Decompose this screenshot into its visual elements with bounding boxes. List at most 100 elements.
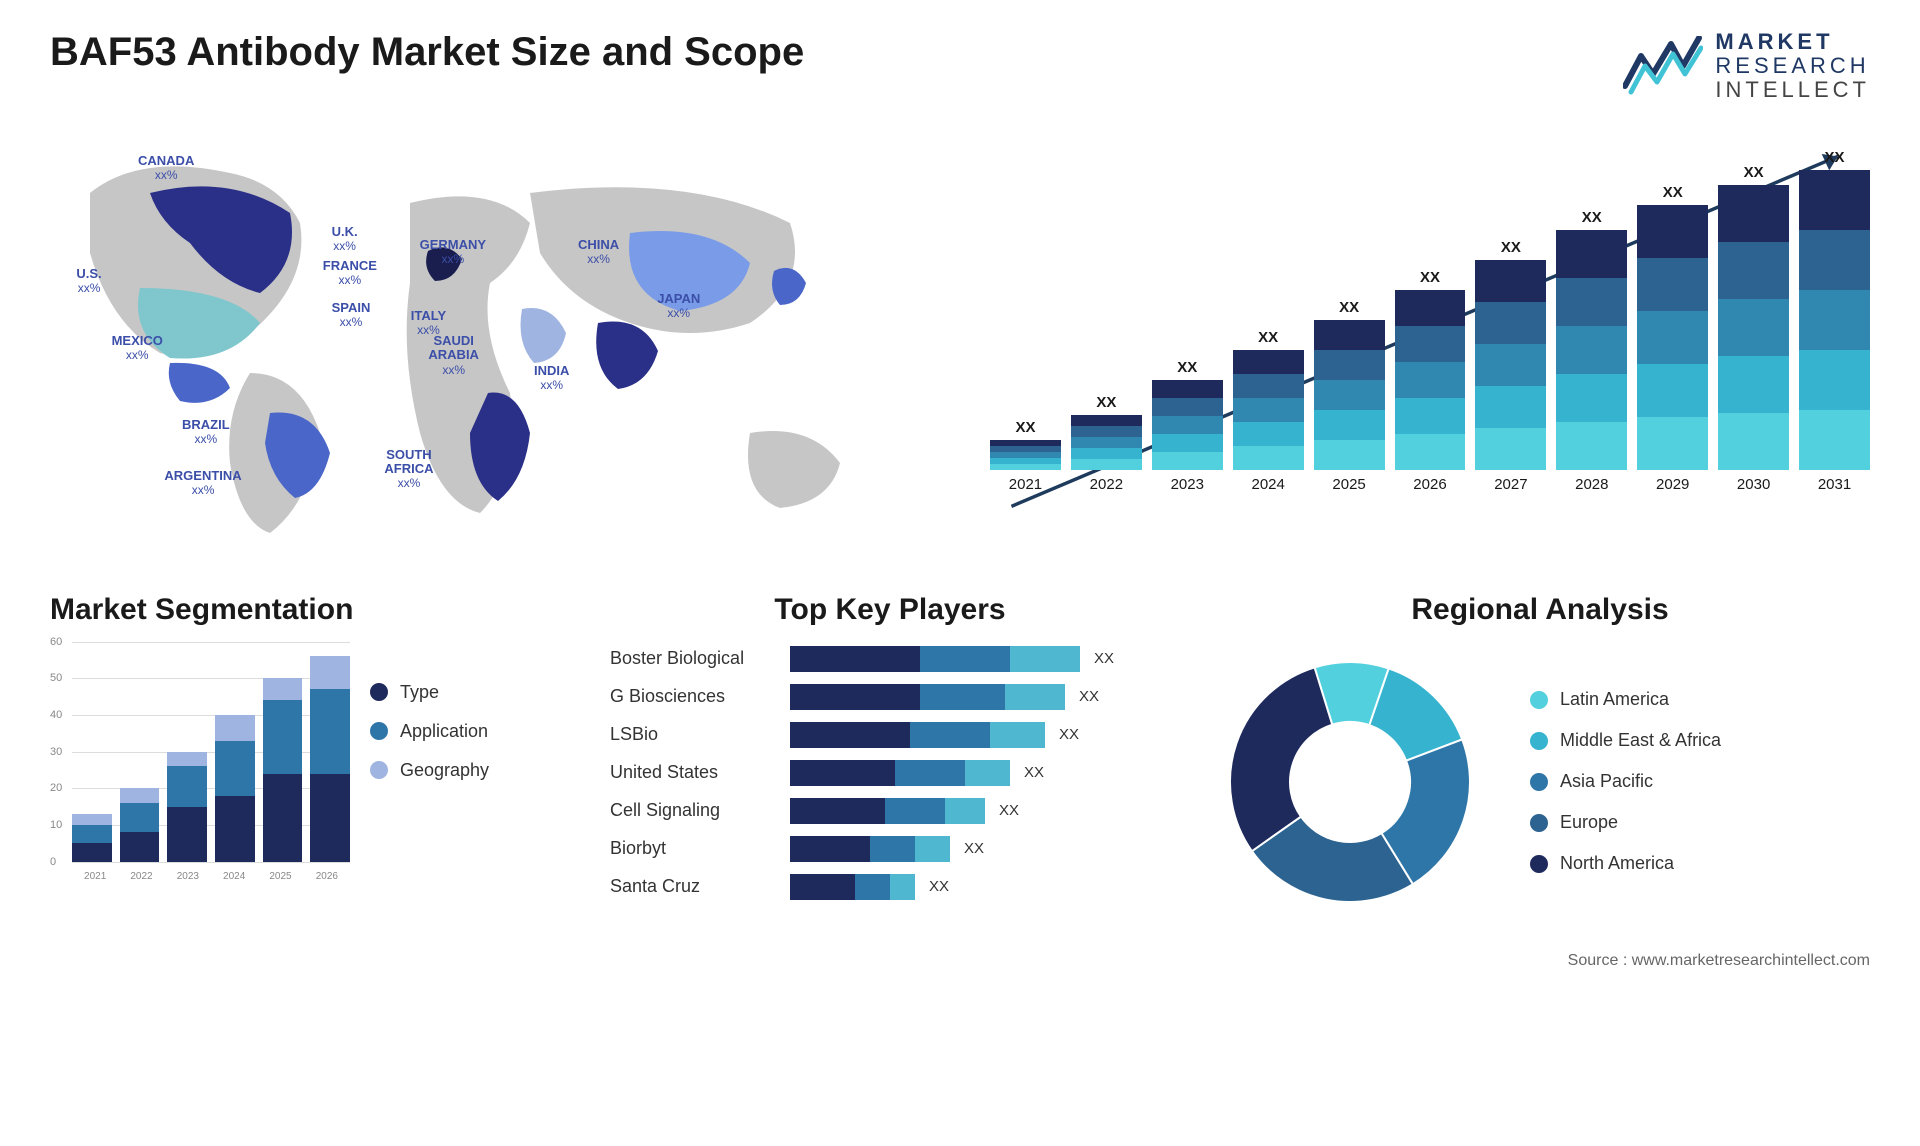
seg-bar	[72, 814, 112, 862]
growth-bar: XX2025	[1314, 299, 1385, 493]
map-label: SAUDIARABIAxx%	[428, 334, 479, 377]
legend-label: Type	[400, 682, 439, 703]
map-label: FRANCExx%	[323, 259, 377, 288]
map-region-japan	[772, 267, 806, 304]
legend-label: Latin America	[1560, 689, 1669, 710]
seg-year-label: 2025	[261, 871, 301, 882]
legend-item: Geography	[370, 760, 489, 781]
legend-swatch	[1530, 814, 1548, 832]
legend-label: Middle East & Africa	[1560, 730, 1721, 751]
seg-year-label: 2023	[168, 871, 208, 882]
growth-bar-label: XX	[1015, 419, 1035, 436]
player-value: XX	[1059, 726, 1079, 743]
players-panel: Top Key Players Boster BiologicalXXG Bio…	[610, 593, 1170, 922]
seg-year-label: 2021	[75, 871, 115, 882]
growth-bar: XX2029	[1637, 184, 1708, 493]
growth-bar-label: XX	[1096, 394, 1116, 411]
growth-bar-label: XX	[1582, 209, 1602, 226]
growth-bar: XX2026	[1395, 269, 1466, 493]
player-value: XX	[929, 878, 949, 895]
map-label: MEXICOxx%	[112, 334, 163, 363]
map-label: CHINAxx%	[578, 238, 619, 267]
player-row: BiorbytXX	[610, 832, 1170, 866]
map-label: ARGENTINAxx%	[164, 469, 241, 498]
growth-bar: XX 2028	[1556, 209, 1627, 493]
map-region-mexico	[169, 362, 230, 402]
growth-bar-label: XX	[1420, 269, 1440, 286]
growth-bar-label: XX	[1339, 299, 1359, 316]
growth-bar-label: XX	[1825, 149, 1845, 166]
player-row: G Biosciences XX	[610, 680, 1170, 714]
segmentation-legend: TypeApplicationGeography	[370, 642, 489, 882]
legend-swatch	[1530, 773, 1548, 791]
growth-year-label: 2024	[1251, 476, 1284, 493]
legend-item: Europe	[1530, 812, 1721, 833]
source-footer: Source : www.marketresearchintellect.com	[50, 952, 1870, 970]
seg-year-label: 2026	[307, 871, 347, 882]
donut-slice	[1230, 667, 1332, 851]
legend-swatch	[1530, 855, 1548, 873]
legend-label: Europe	[1560, 812, 1618, 833]
player-row: Santa CruzXX	[610, 870, 1170, 904]
growth-year-label: 2027	[1494, 476, 1527, 493]
legend-label: North America	[1560, 853, 1674, 874]
map-region-saudi	[521, 308, 567, 363]
legend-label: Geography	[400, 760, 489, 781]
seg-bar	[310, 656, 350, 861]
player-value: XX	[1079, 688, 1099, 705]
legend-swatch	[370, 683, 388, 701]
page-title: BAF53 Antibody Market Size and Scope	[50, 30, 804, 75]
growth-bar-label: XX	[1501, 239, 1521, 256]
growth-bar: XX 2022	[1071, 394, 1142, 493]
map-label: CANADAxx%	[138, 154, 194, 183]
growth-year-label: 2028	[1575, 476, 1608, 493]
growth-bar: XX 2021	[990, 419, 1061, 493]
map-label: SOUTHAFRICAxx%	[384, 448, 433, 491]
regional-legend: Latin America Middle East & Africa Asia Pa…	[1530, 689, 1721, 874]
growth-year-label: 2030	[1737, 476, 1770, 493]
legend-swatch	[1530, 732, 1548, 750]
world-map: CANADAxx% U.S.xx% MEXICOxx% BRAZILxx% ARGENT…	[50, 133, 930, 553]
legend-item: Middle East & Africa	[1530, 730, 1721, 751]
player-name: Boster Biological	[610, 648, 790, 669]
map-label: U.K.xx%	[332, 225, 358, 254]
logo-text: MARKET RESEARCH INTELLECT	[1715, 30, 1870, 103]
map-label: BRAZILxx%	[182, 418, 230, 447]
player-name: LSBio	[610, 724, 790, 745]
player-name: G Biosciences	[610, 686, 790, 707]
player-row: LSBio XX	[610, 718, 1170, 752]
logo-mark-icon	[1623, 36, 1703, 96]
growth-year-label: 2021	[1009, 476, 1042, 493]
player-name: Biorbyt	[610, 838, 790, 859]
players-title: Top Key Players	[610, 593, 1170, 627]
legend-item: Latin America	[1530, 689, 1721, 710]
player-row: United StatesXX	[610, 756, 1170, 790]
growth-year-label: 2022	[1090, 476, 1123, 493]
segmentation-title: Market Segmentation	[50, 593, 570, 627]
map-label: U.S.xx%	[76, 267, 101, 296]
seg-axis-tick: 10	[50, 819, 62, 831]
legend-swatch	[370, 722, 388, 740]
players-chart: Boster Biological XX G Biosciences XX LSBio X…	[610, 642, 1170, 904]
player-value: XX	[999, 802, 1019, 819]
seg-year-label: 2024	[214, 871, 254, 882]
regional-title: Regional Analysis	[1210, 593, 1870, 627]
map-label: GERMANYxx%	[420, 238, 486, 267]
brand-logo: MARKET RESEARCH INTELLECT	[1623, 30, 1870, 103]
seg-axis-tick: 60	[50, 636, 62, 648]
seg-axis-tick: 40	[50, 709, 62, 721]
segmentation-panel: Market Segmentation 01020304050602021202…	[50, 593, 570, 922]
growth-year-label: 2023	[1171, 476, 1204, 493]
player-row: Cell SignalingXX	[610, 794, 1170, 828]
growth-bar: XX2030	[1718, 164, 1789, 493]
legend-item: Asia Pacific	[1530, 771, 1721, 792]
seg-axis-tick: 50	[50, 672, 62, 684]
seg-bar	[263, 678, 303, 861]
regional-donut	[1210, 642, 1490, 922]
legend-label: Asia Pacific	[1560, 771, 1653, 792]
legend-item: North America	[1530, 853, 1721, 874]
seg-axis-tick: 0	[50, 856, 56, 868]
map-region-india	[596, 321, 658, 388]
legend-swatch	[370, 761, 388, 779]
seg-axis-tick: 30	[50, 746, 62, 758]
